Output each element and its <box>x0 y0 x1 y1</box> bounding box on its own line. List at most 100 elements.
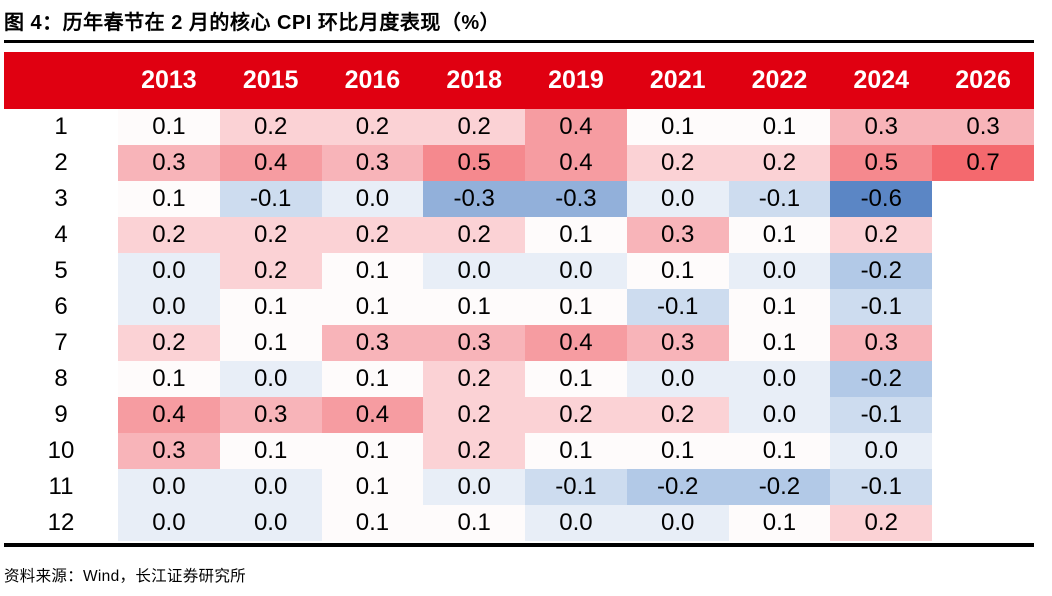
value-cell: 0.1 <box>626 433 729 469</box>
value-cell: 0.2 <box>219 217 322 253</box>
year-header-2019: 2019 <box>525 52 627 109</box>
table-row-month-10: 10 0.3 0.1 0.1 0.2 0.1 0.1 0.1 0.0 <box>4 433 1034 469</box>
value-cell: 0.1 <box>525 361 627 397</box>
value-cell: 0.2 <box>321 217 424 253</box>
value-cell: 0.2 <box>525 397 627 433</box>
value-cell: 0.3 <box>219 397 322 433</box>
value-cell: 0.1 <box>525 217 627 253</box>
value-cell: 0.1 <box>219 433 322 469</box>
value-cell: 0.1 <box>728 325 831 361</box>
value-cell: 0.0 <box>423 253 526 289</box>
month-label: 5 <box>4 253 118 289</box>
value-cell: 0.0 <box>728 361 831 397</box>
value-cell: 0.1 <box>728 433 831 469</box>
value-cell: 0.0 <box>626 181 729 217</box>
value-cell: 0.1 <box>728 505 831 541</box>
year-header-2024: 2024 <box>830 52 933 109</box>
value-cell: 0.3 <box>118 433 220 469</box>
heatmap-body: 1 0.1 0.2 0.2 0.2 0.4 0.1 0.1 0.3 0.3 2 0.3 0.4 0.3 0.… <box>4 109 1034 541</box>
value-cell: -0.6 <box>830 181 933 217</box>
value-cell: 0.0 <box>626 505 729 541</box>
value-cell <box>932 181 1034 217</box>
value-cell: -0.1 <box>728 181 831 217</box>
table-row-month-12: 12 0.0 0.0 0.1 0.1 0.0 0.0 0.1 0.2 <box>4 505 1034 541</box>
value-cell: 0.0 <box>525 505 627 541</box>
value-cell: 0.2 <box>423 361 526 397</box>
year-header-2022: 2022 <box>728 52 831 109</box>
bottom-rule <box>4 543 1034 547</box>
cpi-heatmap-table: 2013 2015 2016 2018 2019 2021 2022 2024 2026 1 0.… <box>4 52 1034 541</box>
value-cell: 0.2 <box>830 505 933 541</box>
value-cell: 0.5 <box>423 145 526 181</box>
value-cell: 0.3 <box>321 145 424 181</box>
value-cell: 0.0 <box>626 361 729 397</box>
value-cell: 0.1 <box>728 289 831 325</box>
value-cell: -0.1 <box>525 469 627 505</box>
year-header-row: 2013 2015 2016 2018 2019 2021 2022 2024 2026 <box>4 52 1034 109</box>
year-header-2013: 2013 <box>118 52 220 109</box>
value-cell: 0.1 <box>728 109 831 145</box>
month-label: 12 <box>4 505 118 541</box>
value-cell <box>932 361 1034 397</box>
value-cell: 0.1 <box>219 289 322 325</box>
year-header-2021: 2021 <box>626 52 729 109</box>
table-row-month-7: 7 0.2 0.1 0.3 0.3 0.4 0.3 0.1 0.3 <box>4 325 1034 361</box>
table-row-month-6: 6 0.0 0.1 0.1 0.1 0.1 -0.1 0.1 -0.1 <box>4 289 1034 325</box>
value-cell: 0.1 <box>321 361 424 397</box>
value-cell: -0.1 <box>830 289 933 325</box>
value-cell: 0.1 <box>321 289 424 325</box>
value-cell: 0.7 <box>932 145 1034 181</box>
value-cell: -0.3 <box>423 181 526 217</box>
month-label: 8 <box>4 361 118 397</box>
value-cell: 0.0 <box>118 289 220 325</box>
value-cell: 0.1 <box>321 505 424 541</box>
year-header-2018: 2018 <box>423 52 526 109</box>
value-cell: 0.3 <box>830 109 933 145</box>
value-cell: 0.5 <box>830 145 933 181</box>
value-cell: 0.3 <box>932 109 1034 145</box>
value-cell: 0.1 <box>626 109 729 145</box>
value-cell: 0.1 <box>423 505 526 541</box>
value-cell: 0.1 <box>321 433 424 469</box>
table-row-month-11: 11 0.0 0.0 0.1 0.0 -0.1 -0.2 -0.2 -0.1 <box>4 469 1034 505</box>
value-cell <box>932 325 1034 361</box>
table-row-month-4: 4 0.2 0.2 0.2 0.2 0.1 0.3 0.1 0.2 <box>4 217 1034 253</box>
value-cell: 0.2 <box>728 145 831 181</box>
year-header-2016: 2016 <box>321 52 424 109</box>
value-cell: 0.2 <box>423 217 526 253</box>
value-cell: 0.0 <box>728 253 831 289</box>
month-label: 7 <box>4 325 118 361</box>
value-cell: 0.1 <box>118 181 220 217</box>
value-cell: 0.3 <box>626 217 729 253</box>
month-label: 11 <box>4 469 118 505</box>
value-cell: -0.2 <box>830 253 933 289</box>
value-cell <box>932 469 1034 505</box>
value-cell: 0.2 <box>423 397 526 433</box>
value-cell: 0.4 <box>525 325 627 361</box>
value-cell: 0.4 <box>525 145 627 181</box>
header-corner-cell <box>4 52 118 109</box>
month-label: 9 <box>4 397 118 433</box>
value-cell: 0.2 <box>118 325 220 361</box>
value-cell: 0.0 <box>219 469 322 505</box>
value-cell: -0.1 <box>830 397 933 433</box>
value-cell: 0.0 <box>525 253 627 289</box>
value-cell: -0.3 <box>525 181 627 217</box>
year-header-2026: 2026 <box>932 52 1034 109</box>
source-note: 资料来源：Wind，长江证券研究所 <box>4 568 246 585</box>
month-label: 1 <box>4 109 118 145</box>
value-cell: 0.1 <box>321 469 424 505</box>
value-cell <box>932 433 1034 469</box>
value-cell: 0.2 <box>830 217 933 253</box>
value-cell: 0.0 <box>423 469 526 505</box>
value-cell: 0.2 <box>626 145 729 181</box>
value-cell: 0.1 <box>423 289 526 325</box>
value-cell: 0.1 <box>219 325 322 361</box>
value-cell: 0.1 <box>626 253 729 289</box>
month-label: 6 <box>4 289 118 325</box>
value-cell: 0.1 <box>118 109 220 145</box>
value-cell: 0.0 <box>118 253 220 289</box>
value-cell: -0.2 <box>626 469 729 505</box>
value-cell: 0.1 <box>728 217 831 253</box>
